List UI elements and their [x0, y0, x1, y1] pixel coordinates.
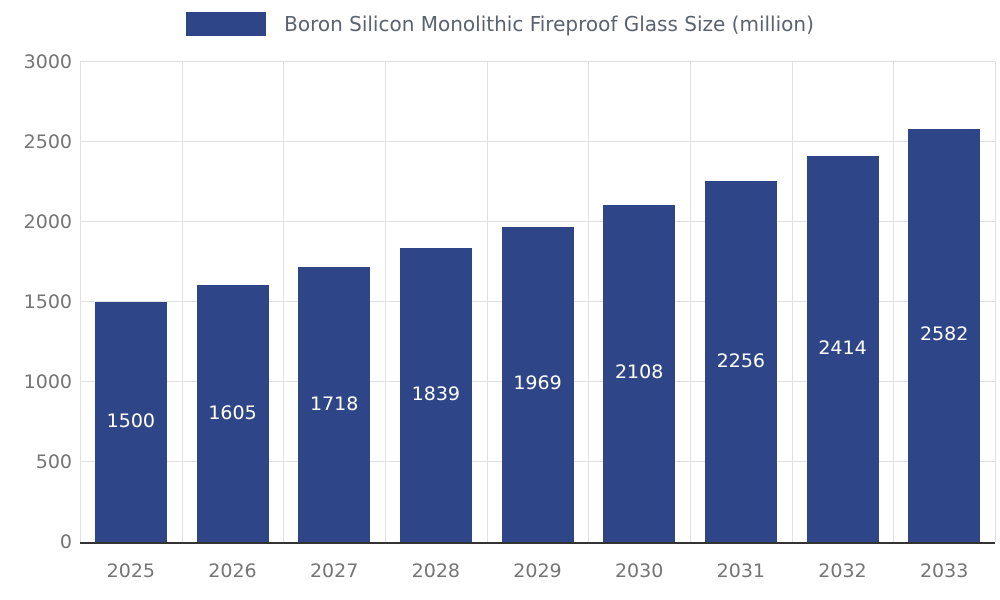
x-tick-label: 2027 — [309, 560, 359, 582]
gridline-vertical — [283, 62, 285, 542]
x-tick-label: 2031 — [716, 560, 765, 582]
x-tick-label: 2026 — [208, 560, 257, 582]
x-tick-label: 2032 — [818, 560, 867, 582]
bar: 2256 — [704, 181, 777, 542]
bar: 2414 — [806, 155, 879, 542]
gridline-horizontal — [80, 61, 995, 62]
y-tick-label: 3000 — [23, 51, 72, 73]
bar-value-label: 1500 — [106, 410, 155, 432]
gridline-vertical — [893, 62, 895, 542]
x-tick-label: 2029 — [513, 560, 562, 582]
bar: 1718 — [298, 267, 371, 542]
bar-value-label: 2256 — [716, 349, 765, 372]
bar: 2108 — [603, 204, 676, 542]
legend-label: Boron Silicon Monolithic Fireproof Glass… — [284, 12, 814, 36]
bar-value-label: 2582 — [919, 323, 969, 346]
bar: 1969 — [501, 226, 574, 542]
y-tick-label: 1000 — [23, 371, 72, 393]
gridline-vertical — [690, 62, 691, 542]
bar: 1500 — [94, 302, 167, 542]
bar-value-label: 1969 — [513, 372, 562, 395]
gridline-vertical — [486, 62, 488, 542]
x-tick-label: 2030 — [614, 560, 664, 582]
y-tick-label: 2500 — [23, 131, 72, 153]
gridline-horizontal — [80, 141, 995, 142]
bar-value-label: 2414 — [818, 336, 867, 359]
gridline-vertical — [80, 62, 81, 542]
chart-legend: Boron Silicon Monolithic Fireproof Glass… — [0, 12, 1000, 36]
x-tick-label: 2028 — [411, 560, 460, 582]
y-tick-label: 1500 — [23, 291, 72, 313]
gridline-horizontal — [80, 221, 995, 222]
gridline-vertical — [791, 62, 793, 542]
bar: 1839 — [399, 247, 472, 542]
bar-value-label: 1605 — [208, 401, 257, 424]
y-tick-label: 0 — [59, 531, 72, 553]
bar: 2582 — [908, 128, 981, 542]
x-tick-label: 2033 — [919, 560, 969, 582]
y-tick-label: 500 — [35, 451, 72, 473]
gridline-vertical — [385, 62, 386, 542]
gridline-vertical — [588, 62, 590, 542]
x-tick-label: 2025 — [106, 560, 155, 582]
gridline-vertical — [181, 62, 183, 542]
bar: 1605 — [196, 285, 269, 542]
bar-value-label: 1839 — [411, 382, 460, 405]
legend-swatch — [186, 12, 267, 36]
gridline-vertical — [995, 62, 996, 542]
plot-area: 1500 1605 1718 1839 1969 2108 2256 2414 2582 — [80, 61, 996, 544]
bar-value-label: 1718 — [309, 392, 359, 415]
y-tick-label: 2000 — [23, 211, 72, 233]
bar-value-label: 2108 — [614, 361, 664, 384]
